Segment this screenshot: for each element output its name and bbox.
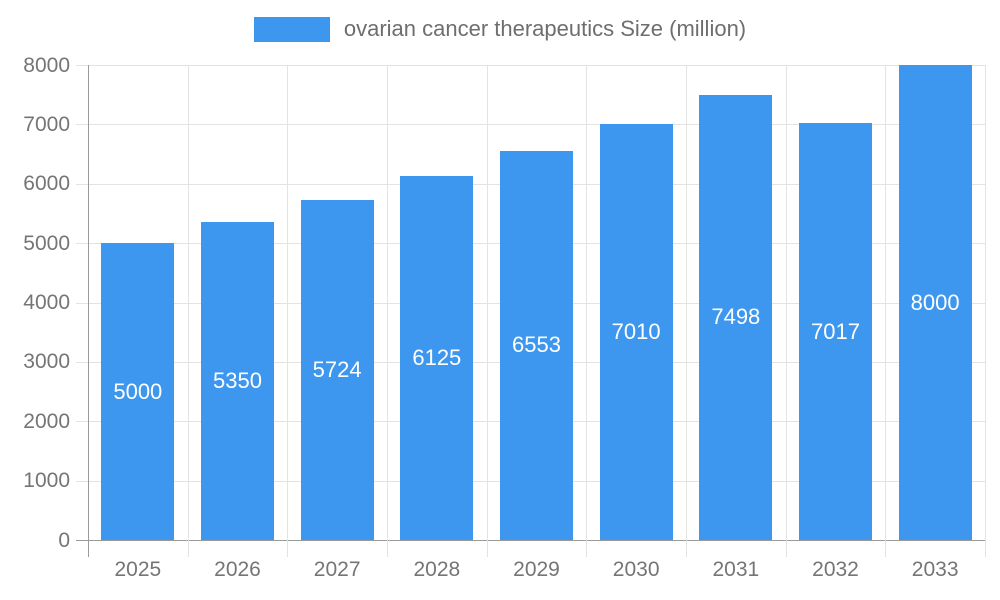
bar[interactable]: 6125 xyxy=(400,176,474,540)
gridline-vertical xyxy=(187,65,189,557)
bar[interactable]: 7017 xyxy=(799,123,872,540)
bar-value-label: 5350 xyxy=(213,368,262,394)
bar-value-label: 7010 xyxy=(611,318,661,344)
y-axis-line xyxy=(88,65,89,557)
bar[interactable]: 6553 xyxy=(500,150,573,540)
gridline-horizontal xyxy=(76,124,985,126)
bar[interactable]: 5724 xyxy=(300,200,374,540)
gridline-vertical xyxy=(985,65,986,557)
x-axis-tick-label: 2031 xyxy=(712,558,760,581)
y-axis-tick-label: 0 xyxy=(58,528,70,552)
bar[interactable]: 8000 xyxy=(898,65,972,540)
bar[interactable]: 5000 xyxy=(101,243,175,540)
gridline-vertical xyxy=(785,65,787,557)
y-axis-tick-label: 5000 xyxy=(23,231,70,255)
bar-value-label: 5724 xyxy=(312,357,362,383)
y-axis-tick-label: 2000 xyxy=(23,409,70,433)
y-axis-tick-label: 6000 xyxy=(23,172,70,196)
x-axis-tick-label: 2028 xyxy=(413,558,461,581)
bar-value-label: 6553 xyxy=(512,332,561,358)
gridline-horizontal xyxy=(76,65,985,66)
y-axis-tick-label: 8000 xyxy=(23,53,70,77)
x-axis-tick-label: 2026 xyxy=(214,558,261,581)
bar-value-label: 8000 xyxy=(910,289,960,315)
bar-value-label: 6125 xyxy=(412,345,462,371)
bar-value-label: 7498 xyxy=(711,304,761,330)
gridline-vertical xyxy=(686,65,687,557)
gridline-vertical xyxy=(387,65,388,557)
y-axis-tick-label: 3000 xyxy=(23,350,70,374)
legend-swatch xyxy=(253,16,330,42)
gridline-vertical xyxy=(885,65,887,557)
y-axis-tick-label: 7000 xyxy=(23,112,70,136)
legend-label: ovarian cancer therapeutics Size (millio… xyxy=(343,16,747,41)
bar-value-label: 7017 xyxy=(811,318,860,344)
bar[interactable]: 7498 xyxy=(699,94,773,540)
x-axis-tick-label: 2029 xyxy=(513,558,560,581)
y-axis-tick-label: 1000 xyxy=(23,469,70,493)
gridline-vertical xyxy=(287,65,289,557)
x-axis-tick-label: 2025 xyxy=(114,558,162,581)
bar[interactable]: 5350 xyxy=(201,222,274,540)
bar-value-label: 5000 xyxy=(113,378,163,404)
x-axis-tick-label: 2027 xyxy=(313,558,361,581)
x-axis-tick-label: 2033 xyxy=(911,558,959,581)
x-axis-tick-label: 2030 xyxy=(612,558,660,581)
x-axis-baseline xyxy=(76,540,985,541)
legend[interactable]: ovarian cancer therapeutics Size (millio… xyxy=(0,16,1000,42)
y-axis-tick-label: 4000 xyxy=(23,291,70,314)
gridline-vertical xyxy=(486,65,488,557)
bar[interactable]: 7010 xyxy=(599,123,673,540)
gridline-vertical xyxy=(586,65,588,557)
x-axis-tick-label: 2032 xyxy=(812,558,859,581)
